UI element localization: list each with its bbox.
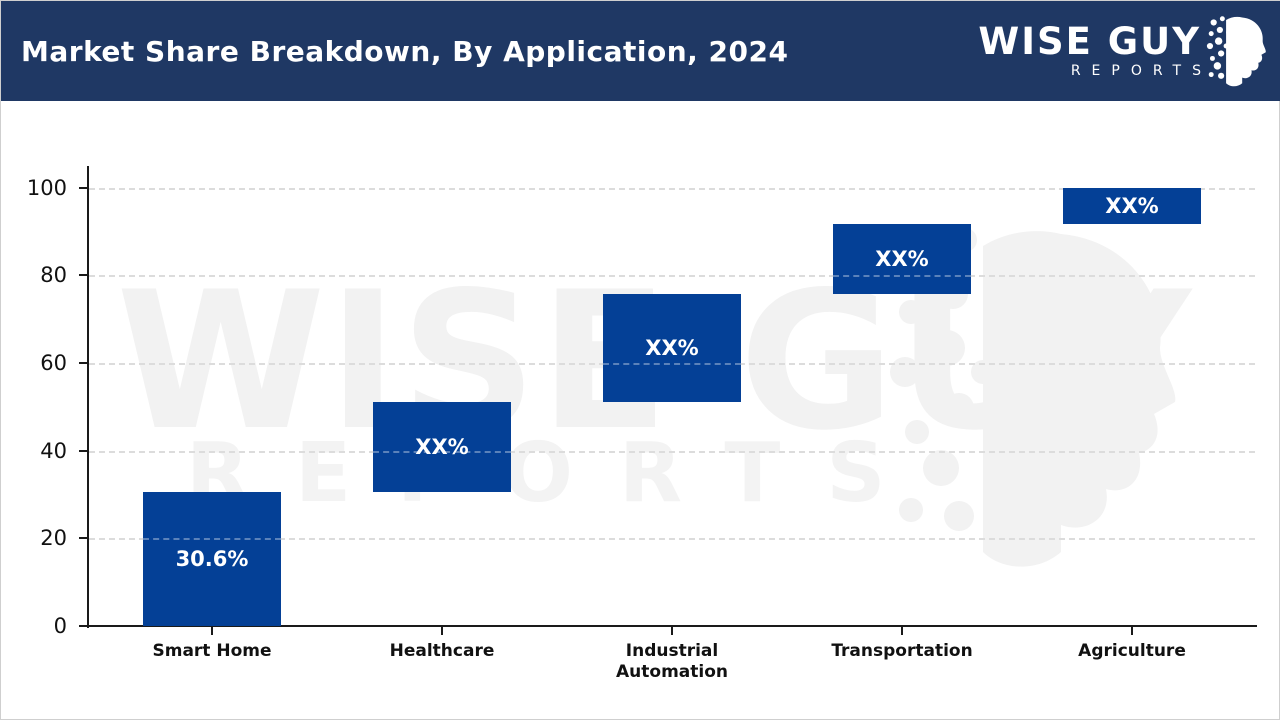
gridline-80 [89,275,1255,278]
y-axis-line [87,166,89,628]
x-category-label-industrial-automation: Industrial Automation [616,641,728,682]
y-tick-mark-100 [79,186,87,189]
y-tick-label-0: 0 [53,614,67,638]
y-tick-label-40: 40 [40,438,67,463]
page-title: Market Share Breakdown, By Application, … [21,34,789,68]
logo-wise-guy-label: WISE GUY [978,20,1201,63]
y-tick-label-100: 100 [26,175,67,200]
bar-value-label-industrial-automation: XX% [645,336,699,361]
waterfall-chart: 30.6% XX% XX% XX% XX% 0 20 40 60 80 100 Smart Home… [1,101,1280,715]
bar-value-label-smart-home: 30.6% [175,546,249,571]
bar-value-label-transportation: XX% [875,246,929,271]
x-category-label-transportation: Transportation [831,641,973,661]
bar-value-label-agriculture: XX% [1105,193,1159,218]
gridline-40 [89,450,1255,453]
y-tick-label-60: 60 [40,351,67,376]
gridline-100 [89,187,1255,190]
header-bar: Market Share Breakdown, By Application, … [1,1,1280,101]
x-tick-mark-healthcare [441,627,443,635]
y-tick-mark-0 [79,625,87,627]
y-tick-mark-20 [79,537,87,540]
y-tick-label-20: 20 [40,526,67,551]
y-tick-label-80: 80 [40,263,67,288]
x-category-label-agriculture: Agriculture [1078,641,1186,661]
wise-guy-logo: WISE GUY REPORTS [978,12,1280,90]
y-tick-mark-60 [79,362,87,365]
logo-text: WISE GUY REPORTS [978,22,1201,80]
bar-healthcare: XX% [373,402,511,492]
bar-gridline-overlay-20 [143,538,281,541]
y-tick-mark-80 [79,274,87,277]
x-tick-mark-transportation [901,627,903,635]
x-category-label-smart-home: Smart Home [152,641,272,661]
bar-value-label-healthcare: XX% [415,434,469,459]
bar-smart-home: 30.6% [143,491,281,626]
logo-head-icon [1205,12,1267,90]
gridline-20 [89,538,1255,541]
bar-transportation: XX% [833,223,971,295]
bar-gridline-overlay-60 [603,363,741,366]
logo-reports-label: REPORTS [1070,63,1212,79]
bar-gridline-overlay-40 [373,450,511,453]
y-tick-mark-40 [79,449,87,452]
x-tick-mark-smart-home [211,627,213,635]
x-category-label-healthcare: Healthcare [389,641,495,661]
x-tick-mark-agriculture [1131,627,1133,635]
watermark-reports: REPORTS [186,426,932,521]
bar-industrial-automation: XX% [603,294,741,403]
x-axis-line [81,625,1257,627]
x-tick-mark-industrial-automation [671,627,673,635]
bar-gridline-overlay-80 [833,275,971,278]
bar-agriculture: XX% [1063,187,1201,224]
